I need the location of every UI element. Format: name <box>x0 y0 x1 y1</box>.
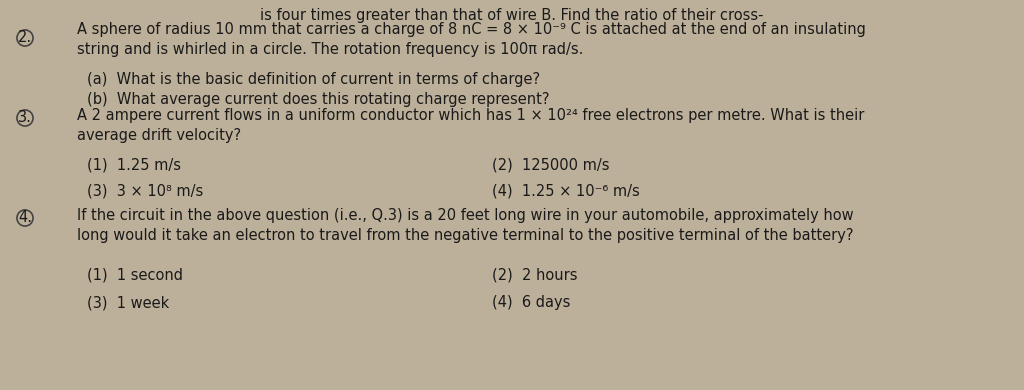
Text: (1)  1 second: (1) 1 second <box>87 268 183 283</box>
Text: (a)  What is the basic definition of current in terms of charge?: (a) What is the basic definition of curr… <box>87 72 540 87</box>
Text: long would it take an electron to travel from the negative terminal to the posit: long would it take an electron to travel… <box>77 228 853 243</box>
Text: 3.: 3. <box>18 110 32 126</box>
Text: A 2 ampere current flows in a uniform conductor which has 1 × 10²⁴ free electron: A 2 ampere current flows in a uniform co… <box>77 108 864 123</box>
Text: is four times greater than that of wire B. Find the ratio of their cross-: is four times greater than that of wire … <box>260 8 764 23</box>
Text: A sphere of radius 10 mm that carries a charge of 8 nC = 8 × 10⁻⁹ C is attached : A sphere of radius 10 mm that carries a … <box>77 22 865 37</box>
Text: average drift velocity?: average drift velocity? <box>77 128 241 143</box>
Text: (2)  125000 m/s: (2) 125000 m/s <box>492 158 609 173</box>
Text: (4)  6 days: (4) 6 days <box>492 295 570 310</box>
Text: 4.: 4. <box>18 211 32 225</box>
Text: (3)  3 × 10⁸ m/s: (3) 3 × 10⁸ m/s <box>87 183 203 198</box>
Text: 2.: 2. <box>18 30 32 46</box>
Text: (2)  2 hours: (2) 2 hours <box>492 268 577 283</box>
Text: (b)  What average current does this rotating charge represent?: (b) What average current does this rotat… <box>87 92 549 107</box>
Text: (1)  1.25 m/s: (1) 1.25 m/s <box>87 158 181 173</box>
Text: (4)  1.25 × 10⁻⁶ m/s: (4) 1.25 × 10⁻⁶ m/s <box>492 183 639 198</box>
Text: If the circuit in the above question (i.e., Q.3) is a 20 feet long wire in your : If the circuit in the above question (i.… <box>77 208 853 223</box>
Text: string and is whirled in a circle. The rotation frequency is 100π rad/s.: string and is whirled in a circle. The r… <box>77 42 584 57</box>
Text: (3)  1 week: (3) 1 week <box>87 295 169 310</box>
